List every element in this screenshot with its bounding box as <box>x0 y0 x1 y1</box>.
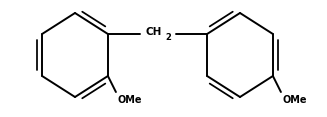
Text: 2: 2 <box>165 33 171 42</box>
Text: OMe: OMe <box>118 95 143 105</box>
Text: CH: CH <box>145 27 162 37</box>
Text: OMe: OMe <box>283 95 307 105</box>
